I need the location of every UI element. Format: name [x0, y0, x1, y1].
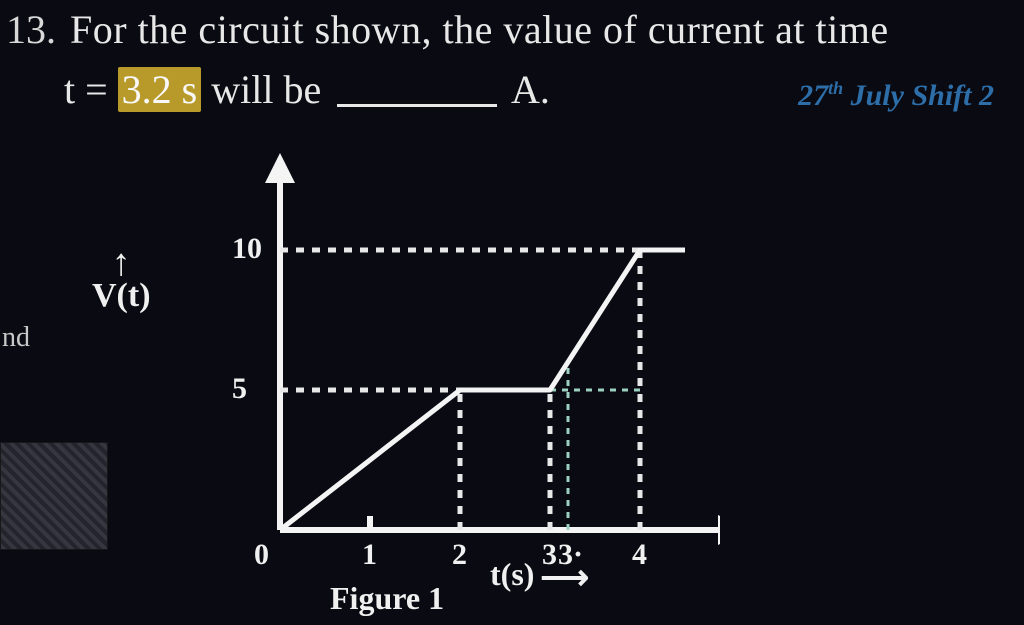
- x-axis-label: t(s)⟶: [490, 556, 589, 598]
- x-tick-label-0: 0: [254, 538, 269, 572]
- thumbnail-fragment: [0, 442, 108, 550]
- exam-shift-label: 27th July Shift 2: [798, 78, 994, 113]
- cropped-side-text: nd: [2, 322, 30, 354]
- question-number: 13.: [0, 6, 70, 53]
- figure-label: Figure 1: [330, 580, 444, 617]
- highlighted-value: 3.2 s: [118, 67, 202, 112]
- shift-rest: July Shift 2: [843, 79, 994, 112]
- x-tick-label-2: 2: [452, 538, 467, 572]
- shift-sup: th: [828, 78, 843, 98]
- y-tick-label-10: 10: [232, 232, 262, 266]
- q-unit: A.: [511, 67, 550, 112]
- question-line-1: 13. For the circuit shown, the value of …: [0, 6, 1024, 53]
- q-prefix: t =: [64, 67, 118, 112]
- question-text-1: For the circuit shown, the value of curr…: [70, 6, 889, 53]
- answer-blank: [337, 71, 497, 107]
- x-axis-text: t(s): [490, 556, 534, 592]
- x-tick-label-1: 1: [362, 538, 377, 572]
- chart-svg: [100, 130, 720, 600]
- q-mid: will be: [201, 67, 331, 112]
- voltage-time-chart: [100, 130, 720, 600]
- shift-day: 27: [798, 79, 828, 112]
- x-tick-label-4: 4: [632, 538, 647, 572]
- y-tick-label-5: 5: [232, 372, 247, 406]
- right-arrow-icon: ⟶: [540, 560, 589, 597]
